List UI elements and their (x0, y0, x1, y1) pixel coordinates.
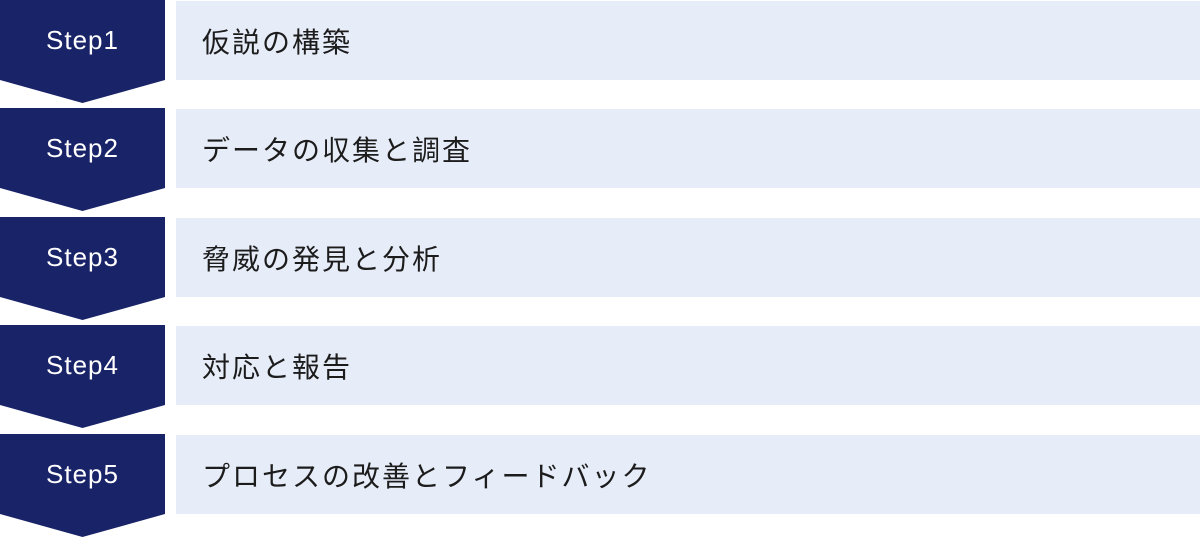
step-4-label-box: Step4 (0, 325, 165, 405)
step-4-label: Step4 (46, 349, 119, 380)
step-5-arrow: Step5 (0, 434, 165, 537)
step-2-label: Step2 (46, 132, 119, 163)
step-1-label: Step1 (46, 24, 119, 55)
step-1-label-box: Step1 (0, 0, 165, 80)
step-3-label-box: Step3 (0, 217, 165, 297)
step-4-bar: 対応と報告 (176, 326, 1200, 405)
step-2-label-box: Step2 (0, 108, 165, 188)
step-2-description: データの収集と調査 (202, 134, 473, 166)
step-3-arrow: Step3 (0, 217, 165, 320)
step-4-arrow: Step4 (0, 325, 165, 428)
step-5-bar: プロセスの改善とフィードバック (176, 435, 1200, 514)
step-3-bar: 脅威の発見と分析 (176, 218, 1200, 297)
step-5-label: Step5 (46, 458, 119, 489)
step-3-description: 脅威の発見と分析 (202, 243, 443, 275)
step-1-arrow: Step1 (0, 0, 165, 103)
step-4-description: 対応と報告 (202, 351, 353, 383)
step-5-label-box: Step5 (0, 434, 165, 514)
step-2-bar: データの収集と調査 (176, 109, 1200, 188)
step-3-label: Step3 (46, 241, 119, 272)
step-1-bar: 仮説の構築 (176, 1, 1200, 80)
step-2-arrow: Step2 (0, 108, 165, 211)
step-1-description: 仮説の構築 (202, 26, 353, 58)
step-5-description: プロセスの改善とフィードバック (202, 460, 652, 492)
